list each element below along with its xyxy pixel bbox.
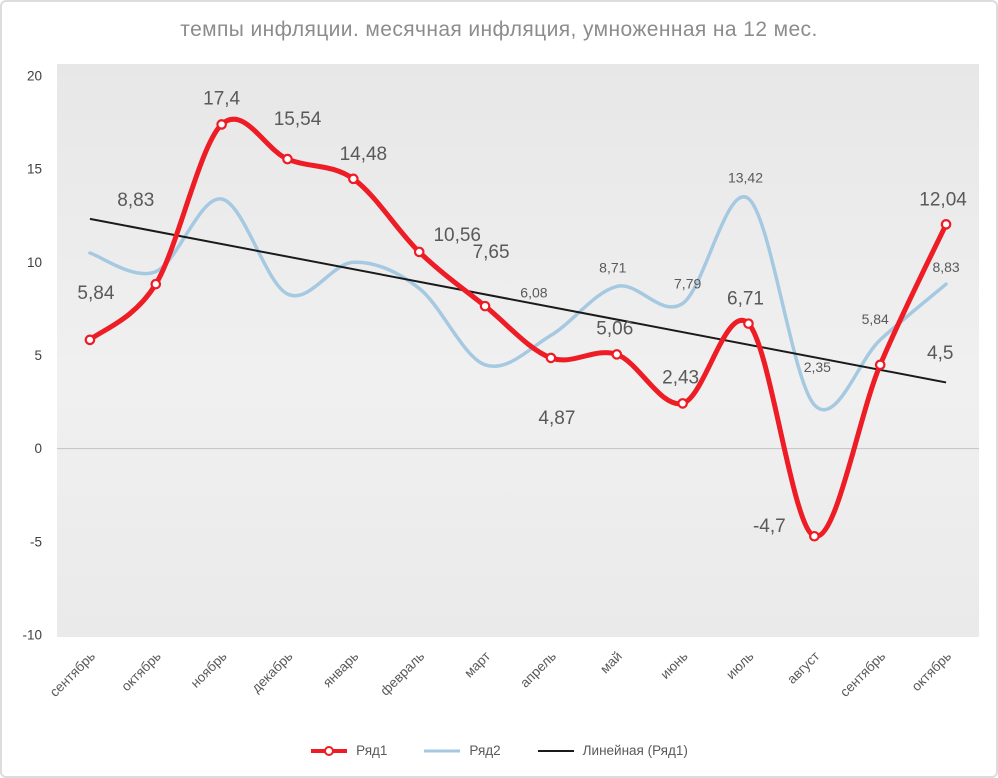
series1-data-label: 5,06: [596, 318, 633, 339]
series1-marker: [413, 246, 425, 258]
series2-data-label: 2,35: [804, 359, 831, 375]
series1-data-label: 4,5: [927, 343, 953, 364]
series1-data-label: 14,48: [340, 144, 388, 165]
x-axis-label: ноябрь: [188, 649, 230, 691]
series1-data-label: 17,4: [203, 88, 240, 109]
series1-marker: [809, 530, 820, 542]
series1-marker: [150, 278, 162, 290]
legend-item-series2: Ряд2: [423, 743, 501, 758]
x-axis-label: май: [597, 649, 625, 677]
series1-marker: [940, 219, 952, 230]
series1-marker: [611, 349, 623, 360]
series2-data-label: 13,42: [728, 170, 763, 186]
series2-line-icon: [424, 749, 461, 752]
series1-marker: [84, 334, 96, 346]
series1-data-label: 2,43: [662, 367, 699, 388]
series1-sample-marker: [324, 745, 335, 756]
y-axis-label: 20: [27, 69, 42, 84]
series1-marker: [545, 352, 557, 364]
series1-data-label: 10,56: [433, 225, 481, 246]
x-axis-label: август: [784, 649, 822, 687]
series2-data-label: 8,71: [599, 259, 626, 275]
legend: Ряд1 Ряд2 Линейная (Ряд1): [2, 743, 996, 758]
series2-data-label: 5,84: [862, 311, 889, 327]
y-axis-label: -5: [30, 534, 42, 549]
x-axis-label: июль: [723, 649, 756, 682]
series1-data-label: 6,71: [727, 289, 764, 310]
x-axis-label: сентябрь: [47, 649, 98, 700]
trendline: [89, 217, 947, 384]
x-axis-label: декабрь: [249, 649, 296, 696]
x-axis-label: октябрь: [909, 649, 954, 694]
series1-marker: [216, 119, 227, 130]
series1-marker: [677, 398, 688, 409]
series1-data-label: 15,54: [274, 109, 322, 130]
legend-item-trendline: Линейная (Ряд1): [537, 743, 688, 758]
series1-data-label: 8,83: [117, 190, 154, 211]
plot-background: [57, 64, 979, 637]
series1-data-label: 4,87: [538, 408, 575, 429]
series1-data-label: 7,65: [473, 242, 510, 263]
y-axis-label: 10: [27, 255, 42, 270]
x-axis-label: июнь: [657, 649, 690, 682]
series2-line: [88, 195, 948, 412]
x-axis-label: сентябрь: [837, 649, 888, 700]
series2-data-label: 7,79: [674, 276, 701, 292]
chart-title: темпы инфляции. месячная инфляция, умнож…: [180, 18, 818, 41]
series1-marker: [282, 153, 293, 165]
series2-data-label: 6,08: [520, 284, 547, 300]
y-axis-label: -10: [22, 628, 42, 643]
x-axis-label: март: [461, 649, 493, 681]
series1-data-label: 12,04: [919, 189, 967, 210]
series1-marker: [479, 300, 491, 312]
x-axis-label: февраль: [377, 649, 427, 699]
series1-marker: [743, 318, 754, 329]
x-axis-label: январь: [320, 649, 362, 691]
legend-item-series1: Ряд1: [310, 743, 387, 758]
legend-label-series2: Ряд2: [469, 743, 501, 758]
series1-data-label: 5,84: [77, 283, 114, 304]
y-axis-label: 15: [27, 162, 42, 177]
series2-data-label: 8,83: [932, 259, 959, 275]
series1-line-marker-icon: [311, 745, 348, 756]
chart-canvas: 20 15 10 5 0 -5 -10 сентябрь октябрь ноябрь декабр…: [22, 64, 979, 700]
series1-marker: [348, 173, 359, 185]
y-axis-label: 5: [34, 348, 42, 363]
series1-data-label: -4,7: [753, 516, 786, 537]
legend-label-trendline: Линейная (Ряд1): [582, 743, 688, 758]
x-axis-label: апрель: [517, 649, 559, 691]
y-axis-label: 0: [34, 441, 42, 456]
trendline-line-icon: [537, 749, 574, 752]
series1-marker: [874, 359, 886, 371]
x-axis-label: октябрь: [118, 649, 163, 694]
legend-label-series1: Ряд1: [356, 743, 388, 758]
